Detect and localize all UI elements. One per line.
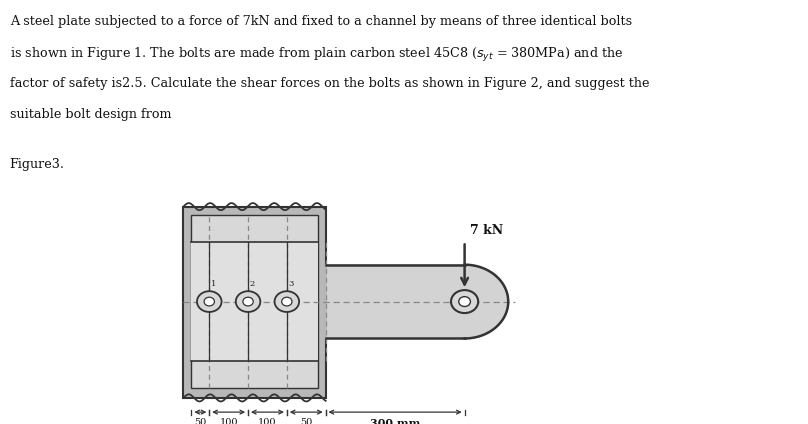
Text: 300 mm: 300 mm (370, 418, 420, 424)
Bar (191, 242, 318, 361)
Circle shape (243, 297, 253, 306)
Circle shape (275, 291, 299, 312)
Polygon shape (326, 265, 508, 338)
Text: A steel plate subjected to a force of 7kN and fixed to a channel by means of thr: A steel plate subjected to a force of 7k… (10, 15, 632, 28)
Circle shape (451, 290, 478, 313)
Bar (191, 215, 318, 388)
Text: 100: 100 (259, 418, 276, 424)
Circle shape (236, 291, 260, 312)
Bar (183, 206, 326, 398)
Text: 2: 2 (250, 280, 255, 288)
Text: factor of safety is2.5. Calculate the shear forces on the bolts as shown in Figu: factor of safety is2.5. Calculate the sh… (10, 77, 649, 90)
Text: 100: 100 (220, 418, 238, 424)
Circle shape (459, 297, 470, 307)
Text: is shown in Figure 1. The bolts are made from plain carbon steel 45C8 ($s_{yt}$ : is shown in Figure 1. The bolts are made… (10, 46, 623, 64)
Circle shape (282, 297, 292, 306)
Circle shape (197, 291, 221, 312)
Text: 3: 3 (288, 280, 294, 288)
Text: 50: 50 (194, 418, 207, 424)
Circle shape (204, 297, 214, 306)
Text: Figure3.: Figure3. (10, 158, 65, 171)
Text: 7 kN: 7 kN (470, 224, 503, 237)
Text: 50: 50 (300, 418, 313, 424)
Text: suitable bolt design from: suitable bolt design from (10, 108, 171, 121)
Text: 1: 1 (211, 280, 217, 288)
